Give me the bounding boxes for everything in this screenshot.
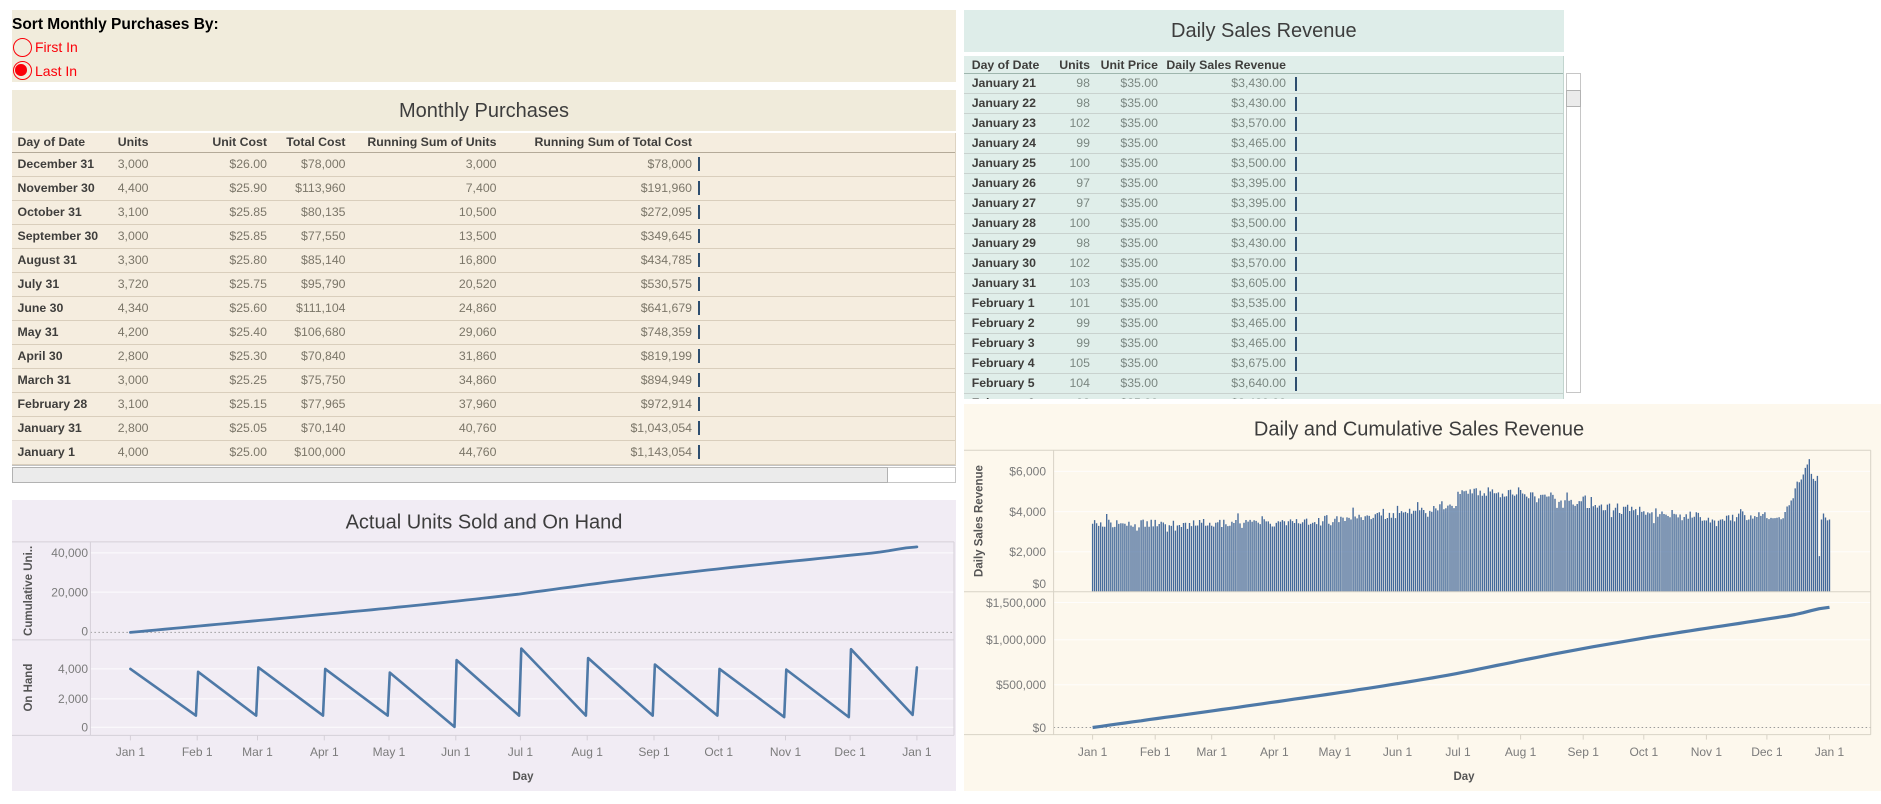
svg-text:Jun 1: Jun 1 bbox=[441, 745, 471, 759]
svg-text:Jan 1: Jan 1 bbox=[1078, 745, 1108, 759]
svg-text:4,000: 4,000 bbox=[58, 662, 88, 676]
svg-text:0: 0 bbox=[81, 721, 88, 735]
svg-text:Mar 1: Mar 1 bbox=[242, 745, 273, 759]
svg-text:40,000: 40,000 bbox=[51, 546, 88, 560]
svg-text:Apr 1: Apr 1 bbox=[310, 745, 339, 759]
svg-text:Feb 1: Feb 1 bbox=[182, 745, 213, 759]
svg-text:Aug 1: Aug 1 bbox=[1505, 745, 1537, 759]
svg-text:Oct 1: Oct 1 bbox=[1629, 745, 1658, 759]
svg-text:$1,000,000: $1,000,000 bbox=[986, 633, 1046, 647]
svg-text:Daily and Cumulative Sales Rev: Daily and Cumulative Sales Revenue bbox=[1254, 419, 1584, 441]
svg-text:2,000: 2,000 bbox=[58, 692, 88, 706]
svg-text:May 1: May 1 bbox=[373, 745, 406, 759]
svg-text:Feb 1: Feb 1 bbox=[1140, 745, 1171, 759]
svg-text:Dec 1: Dec 1 bbox=[834, 745, 866, 759]
svg-text:Cumulative Uni..: Cumulative Uni.. bbox=[23, 546, 35, 636]
svg-text:May 1: May 1 bbox=[1318, 745, 1351, 759]
svg-text:Jul 1: Jul 1 bbox=[1445, 745, 1471, 759]
svg-text:$0: $0 bbox=[1032, 577, 1046, 591]
svg-text:$0: $0 bbox=[1032, 721, 1046, 735]
svg-text:Actual Units Sold and On Hand: Actual Units Sold and On Hand bbox=[346, 512, 623, 534]
svg-text:Mar 1: Mar 1 bbox=[1196, 745, 1227, 759]
svg-text:Dec 1: Dec 1 bbox=[1751, 745, 1783, 759]
svg-text:Daily Sales Revenue: Daily Sales Revenue bbox=[973, 465, 985, 577]
svg-text:Jul 1: Jul 1 bbox=[508, 745, 534, 759]
svg-text:Sep 1: Sep 1 bbox=[638, 745, 670, 759]
svg-text:Oct 1: Oct 1 bbox=[704, 745, 733, 759]
svg-text:Apr 1: Apr 1 bbox=[1260, 745, 1289, 759]
svg-text:Aug 1: Aug 1 bbox=[572, 745, 604, 759]
svg-text:20,000: 20,000 bbox=[51, 585, 88, 599]
svg-text:$1,500,000: $1,500,000 bbox=[986, 596, 1046, 610]
svg-text:Jan 1: Jan 1 bbox=[1815, 745, 1845, 759]
svg-text:Nov 1: Nov 1 bbox=[770, 745, 802, 759]
svg-text:$2,000: $2,000 bbox=[1009, 545, 1046, 559]
svg-text:Day: Day bbox=[1453, 771, 1475, 783]
svg-text:Day: Day bbox=[512, 771, 534, 783]
svg-text:Jan 1: Jan 1 bbox=[902, 745, 932, 759]
svg-text:Jan 1: Jan 1 bbox=[116, 745, 146, 759]
svg-text:$500,000: $500,000 bbox=[996, 678, 1046, 692]
svg-text:Jun 1: Jun 1 bbox=[1383, 745, 1413, 759]
svg-text:Nov 1: Nov 1 bbox=[1690, 745, 1722, 759]
svg-text:Sep 1: Sep 1 bbox=[1567, 745, 1599, 759]
svg-text:$6,000: $6,000 bbox=[1009, 465, 1046, 479]
svg-text:0: 0 bbox=[81, 625, 88, 639]
svg-text:$4,000: $4,000 bbox=[1009, 505, 1046, 519]
svg-text:On Hand: On Hand bbox=[23, 664, 35, 712]
